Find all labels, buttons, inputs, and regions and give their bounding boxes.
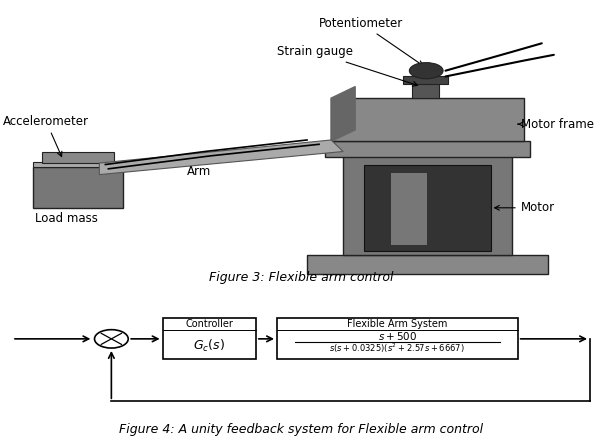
Text: $G_c(s)$: $G_c(s)$ [193, 338, 225, 354]
Text: Flexible Arm System: Flexible Arm System [347, 319, 447, 329]
Polygon shape [331, 87, 355, 142]
Text: Accelerometer: Accelerometer [3, 115, 89, 156]
Text: $s+500$: $s+500$ [377, 330, 417, 342]
FancyBboxPatch shape [391, 173, 427, 246]
FancyBboxPatch shape [343, 155, 512, 255]
Circle shape [409, 63, 443, 79]
FancyBboxPatch shape [364, 165, 491, 251]
FancyBboxPatch shape [42, 151, 114, 163]
FancyBboxPatch shape [331, 98, 524, 142]
Text: Motor: Motor [495, 201, 555, 214]
FancyBboxPatch shape [277, 318, 518, 359]
Text: Strain gauge: Strain gauge [277, 45, 418, 86]
Text: Controller: Controller [185, 319, 233, 329]
Text: Load mass: Load mass [35, 212, 98, 225]
Text: Figure 3: Flexible arm control: Figure 3: Flexible arm control [209, 271, 393, 284]
FancyBboxPatch shape [412, 82, 439, 98]
Polygon shape [99, 140, 343, 174]
Text: Motor frame: Motor frame [518, 118, 594, 131]
FancyBboxPatch shape [33, 167, 123, 208]
FancyBboxPatch shape [325, 142, 530, 157]
Text: $s(s+0.0325)(s^2+2.57s+6667)$: $s(s+0.0325)(s^2+2.57s+6667)$ [329, 342, 465, 355]
FancyBboxPatch shape [307, 255, 548, 274]
FancyBboxPatch shape [403, 76, 448, 84]
Text: +: + [100, 329, 108, 339]
Text: Figure 4: A unity feedback system for Flexible arm control: Figure 4: A unity feedback system for Fl… [119, 423, 483, 436]
Circle shape [95, 329, 128, 348]
Text: Potentiometer: Potentiometer [319, 16, 423, 66]
FancyBboxPatch shape [163, 318, 256, 359]
Text: −: − [96, 337, 105, 347]
FancyBboxPatch shape [33, 162, 123, 167]
Text: Arm: Arm [187, 165, 211, 178]
